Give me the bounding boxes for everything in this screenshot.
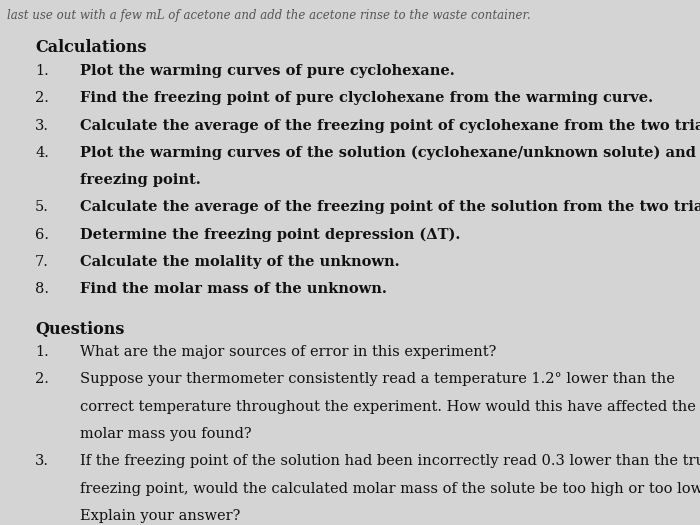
Text: Plot the warming curves of the solution (cyclohexane/unknown solute) and find th: Plot the warming curves of the solution …	[80, 146, 700, 160]
Text: Calculate the average of the freezing point of cyclohexane from the two trials.: Calculate the average of the freezing po…	[80, 119, 700, 132]
Text: 2.: 2.	[35, 91, 49, 105]
Text: Determine the freezing point depression (ΔT).: Determine the freezing point depression …	[80, 228, 461, 242]
Text: Find the freezing point of pure clyclohexane from the warming curve.: Find the freezing point of pure clyclohe…	[80, 91, 654, 105]
Text: 4.: 4.	[35, 146, 49, 160]
Text: 5.: 5.	[35, 201, 49, 214]
Text: Calculate the molality of the unknown.: Calculate the molality of the unknown.	[80, 255, 400, 269]
Text: Suppose your thermometer consistently read a temperature 1.2° lower than the: Suppose your thermometer consistently re…	[80, 372, 676, 386]
Text: 1.: 1.	[35, 345, 49, 359]
Text: last use out with a few mL of acetone and add the acetone rinse to the waste con: last use out with a few mL of acetone an…	[7, 9, 531, 23]
Text: What are the major sources of error in this experiment?: What are the major sources of error in t…	[80, 345, 497, 359]
Text: Plot the warming curves of pure cyclohexane.: Plot the warming curves of pure cyclohex…	[80, 64, 455, 78]
Text: Calculate the average of the freezing point of the solution from the two trials.: Calculate the average of the freezing po…	[80, 201, 700, 214]
Text: Questions: Questions	[35, 321, 125, 338]
Text: freezing point, would the calculated molar mass of the solute be too high or too: freezing point, would the calculated mol…	[80, 481, 700, 496]
Text: Explain your answer?: Explain your answer?	[80, 509, 241, 523]
Text: If the freezing point of the solution had been incorrectly read 0.3 lower than t: If the freezing point of the solution ha…	[80, 454, 700, 468]
Text: 1.: 1.	[35, 64, 49, 78]
Text: Find the molar mass of the unknown.: Find the molar mass of the unknown.	[80, 282, 387, 296]
Text: 3.: 3.	[35, 454, 49, 468]
Text: 6.: 6.	[35, 228, 49, 242]
Text: 8.: 8.	[35, 282, 49, 296]
Text: Calculations: Calculations	[35, 39, 146, 56]
Text: 2.: 2.	[35, 372, 49, 386]
Text: 7.: 7.	[35, 255, 49, 269]
Text: correct temperature throughout the experiment. How would this have affected the: correct temperature throughout the exper…	[80, 400, 696, 414]
Text: 3.: 3.	[35, 119, 49, 132]
Text: molar mass you found?: molar mass you found?	[80, 427, 252, 441]
Text: freezing point.: freezing point.	[80, 173, 202, 187]
